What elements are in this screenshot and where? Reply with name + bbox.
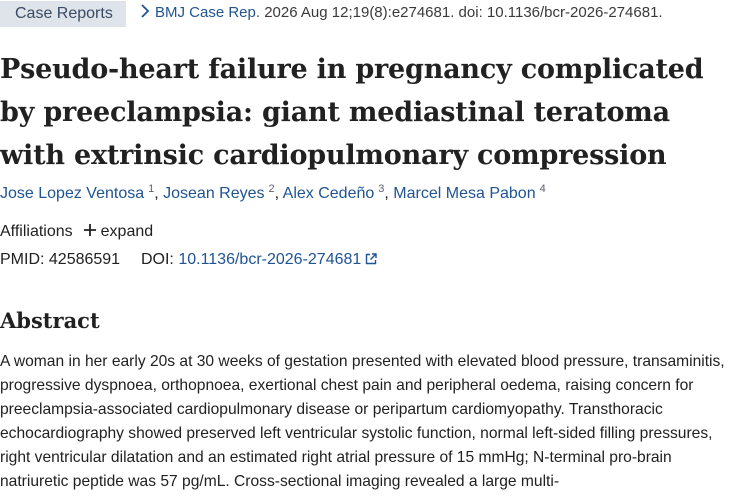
affiliation-ref[interactable]: 4 xyxy=(539,183,546,195)
plus-icon[interactable] xyxy=(83,223,97,237)
author-separator: , xyxy=(154,185,164,202)
citation-details: 2026 Aug 12;19(8):e274681. doi: 10.1136/… xyxy=(260,4,663,21)
citation-line: BMJ Case Rep. 2026 Aug 12;19(8):e274681.… xyxy=(139,4,663,21)
citation-bar: Case Reports BMJ Case Rep. 2026 Aug 12;1… xyxy=(0,0,750,28)
author-link[interactable]: Marcel Mesa Pabon xyxy=(393,185,536,202)
external-link-icon[interactable] xyxy=(365,252,377,265)
author-separator: , xyxy=(384,185,394,202)
abstract-text: A woman in her early 20s at 30 weeks of … xyxy=(0,353,725,490)
doi-label: DOI: xyxy=(140,251,179,268)
author-separator: , xyxy=(274,185,283,202)
pmid-label: PMID: xyxy=(0,251,49,268)
identifiers: PMID: 42586591 DOI: 10.1136/bcr-2026-274… xyxy=(0,251,377,269)
affiliations-toggle[interactable]: Affiliations expand xyxy=(0,223,153,241)
article-title: Pseudo-heart failure in pregnancy compli… xyxy=(0,54,704,171)
journal-link[interactable]: BMJ Case Rep. xyxy=(155,4,261,21)
affiliation-ref[interactable]: 1 xyxy=(148,183,155,195)
article-type-badge[interactable]: Case Reports xyxy=(0,1,126,27)
expand-label[interactable]: expand xyxy=(100,223,154,240)
pmid-value: 42586591 xyxy=(48,251,121,268)
doi-link[interactable]: 10.1136/bcr-2026-274681 xyxy=(178,251,362,268)
abstract-heading: Abstract xyxy=(0,308,100,333)
author-link[interactable]: Jose Lopez Ventosa xyxy=(0,185,145,202)
author-link[interactable]: Josean Reyes xyxy=(163,185,265,202)
affiliations-label: Affiliations xyxy=(0,223,73,240)
affiliation-ref[interactable]: 3 xyxy=(378,183,385,195)
chevron-right-icon[interactable] xyxy=(139,4,151,18)
author-list: Jose Lopez Ventosa 1, Josean Reyes 2, Alex… xyxy=(0,183,546,203)
affiliation-ref[interactable]: 2 xyxy=(268,183,275,195)
author-link[interactable]: Alex Cedeño xyxy=(282,185,375,202)
